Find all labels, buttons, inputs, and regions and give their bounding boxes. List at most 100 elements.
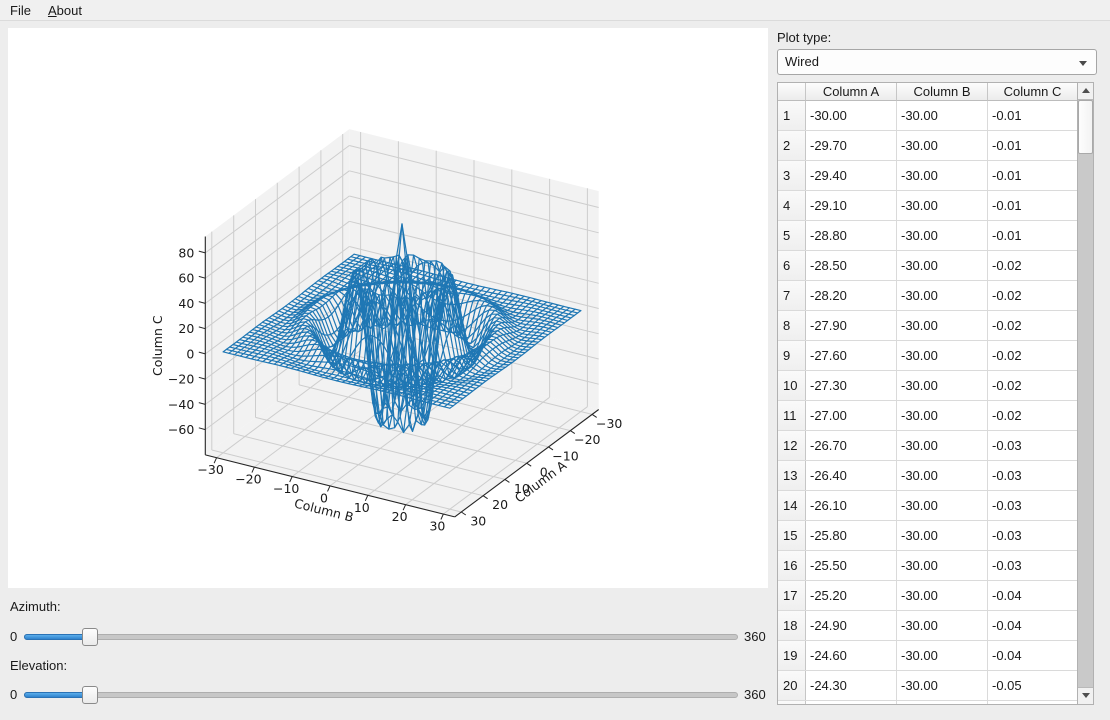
slider-groove[interactable] <box>24 692 738 698</box>
table-cell[interactable]: -30.00 <box>897 671 988 700</box>
table-cell[interactable]: -0.02 <box>992 378 1022 393</box>
scrollbar-up-button[interactable] <box>1078 83 1093 100</box>
table-cell[interactable]: -30.00 <box>897 491 988 520</box>
table-cell[interactable]: -0.01 <box>992 108 1022 123</box>
row-number-cell[interactable]: 13 <box>778 461 806 490</box>
row-number-cell[interactable]: 11 <box>778 401 806 430</box>
table-cell[interactable]: -0.01 <box>992 228 1022 243</box>
table-cell[interactable]: -0.01 <box>992 168 1022 183</box>
table-cell[interactable]: -0.05 <box>992 678 1022 693</box>
table-cell[interactable]: -30.00 <box>897 221 988 250</box>
table-cell[interactable]: -29.10 <box>806 191 897 220</box>
table-cell[interactable]: -30.00 <box>897 551 988 580</box>
table-cell[interactable]: -26.10 <box>806 491 897 520</box>
table-cell[interactable]: -28.20 <box>806 281 897 310</box>
row-number-cell[interactable]: 18 <box>778 611 806 640</box>
table-cell[interactable]: -0.03 <box>992 558 1022 573</box>
table-cell[interactable]: -0.04 <box>992 618 1022 633</box>
table-corner-cell[interactable] <box>778 83 806 101</box>
table-cell[interactable]: -29.70 <box>806 131 897 160</box>
table-cell[interactable]: -30.00 <box>897 371 988 400</box>
table-cell[interactable]: -26.40 <box>806 461 897 490</box>
table-cell[interactable]: -30.00 <box>897 191 988 220</box>
table-cell[interactable]: -30.00 <box>897 101 988 130</box>
row-number-cell[interactable]: 7 <box>778 281 806 310</box>
table-cell[interactable]: -24.30 <box>806 671 897 700</box>
row-number-cell[interactable]: 15 <box>778 521 806 550</box>
table-cell[interactable] <box>806 701 897 704</box>
slider-handle[interactable] <box>82 628 99 646</box>
table-cell[interactable]: -27.30 <box>806 371 897 400</box>
table-cell[interactable]: -0.02 <box>992 318 1022 333</box>
table-cell[interactable] <box>897 701 988 704</box>
table-cell[interactable]: -30.00 <box>897 521 988 550</box>
row-number-cell[interactable]: 12 <box>778 431 806 460</box>
table-scrollbar[interactable] <box>1077 83 1093 704</box>
plot-type-combobox[interactable]: Wired <box>777 49 1097 75</box>
elevation-slider[interactable]: 0 360 <box>0 686 775 704</box>
table-cell[interactable]: -0.03 <box>992 498 1022 513</box>
table-cell[interactable]: -0.01 <box>992 138 1022 153</box>
table-cell[interactable]: -29.40 <box>806 161 897 190</box>
row-number-cell[interactable]: 4 <box>778 191 806 220</box>
row-number-cell[interactable]: 2 <box>778 131 806 160</box>
table-cell[interactable]: -28.50 <box>806 251 897 280</box>
table-cell[interactable]: -0.04 <box>992 648 1022 663</box>
row-number-cell[interactable]: 14 <box>778 491 806 520</box>
table-cell[interactable]: -30.00 <box>897 161 988 190</box>
row-number-cell[interactable]: 3 <box>778 161 806 190</box>
slider-groove[interactable] <box>24 634 738 640</box>
row-number-cell[interactable]: 1 <box>778 101 806 130</box>
plot-canvas[interactable]: −30 −20 −10 0 10 20 30 −30 −20 −10 0 10 20 30 −60 −40 −2… <box>8 28 768 588</box>
table-cell[interactable]: -25.20 <box>806 581 897 610</box>
row-number-cell[interactable]: 16 <box>778 551 806 580</box>
table-cell[interactable]: -30.00 <box>897 581 988 610</box>
table-cell[interactable]: -30.00 <box>897 251 988 280</box>
row-number-cell[interactable]: 19 <box>778 641 806 670</box>
row-number-cell[interactable]: 8 <box>778 311 806 340</box>
table-cell[interactable]: -30.00 <box>897 281 988 310</box>
table-cell[interactable]: -27.00 <box>806 401 897 430</box>
row-number-cell[interactable]: 6 <box>778 251 806 280</box>
row-number-cell[interactable]: 10 <box>778 371 806 400</box>
table-cell[interactable]: -30.00 <box>897 611 988 640</box>
chevron-down-icon[interactable] <box>1079 61 1087 66</box>
table-cell[interactable]: -24.90 <box>806 611 897 640</box>
table-cell[interactable]: -30.00 <box>897 641 988 670</box>
table-cell[interactable]: -0.04 <box>992 588 1022 603</box>
table-cell[interactable]: -30.00 <box>897 431 988 460</box>
scrollbar-down-button[interactable] <box>1078 687 1093 704</box>
table-cell[interactable]: -0.02 <box>992 288 1022 303</box>
table-cell[interactable]: -25.50 <box>806 551 897 580</box>
table-cell[interactable]: -24.60 <box>806 641 897 670</box>
row-number-cell[interactable]: 9 <box>778 341 806 370</box>
table-cell[interactable]: -30.00 <box>897 461 988 490</box>
table-cell[interactable]: -0.03 <box>992 438 1022 453</box>
table-cell[interactable]: -30.00 <box>897 311 988 340</box>
table-cell[interactable]: -27.60 <box>806 341 897 370</box>
menu-item-file[interactable]: File <box>10 2 31 18</box>
table-cell[interactable]: -30.00 <box>897 401 988 430</box>
row-number-cell[interactable]: 20 <box>778 671 806 700</box>
header-cell-column-c[interactable]: Column C <box>988 83 1077 101</box>
row-number-cell[interactable] <box>778 701 806 704</box>
table-cell[interactable]: -0.02 <box>992 348 1022 363</box>
row-number-cell[interactable]: 5 <box>778 221 806 250</box>
header-cell-column-b[interactable]: Column B <box>897 83 988 101</box>
table-cell[interactable]: -30.00 <box>806 101 897 130</box>
scrollbar-thumb[interactable] <box>1078 100 1093 154</box>
table-cell[interactable]: -0.03 <box>992 468 1022 483</box>
table-cell[interactable]: -30.00 <box>897 341 988 370</box>
table-cell[interactable]: -27.90 <box>806 311 897 340</box>
azimuth-slider[interactable]: 0 360 <box>0 628 775 646</box>
table-cell[interactable]: -25.80 <box>806 521 897 550</box>
table-cell[interactable]: -0.02 <box>992 258 1022 273</box>
table-cell[interactable]: -0.03 <box>992 528 1022 543</box>
table-cell[interactable] <box>988 701 1077 704</box>
table-cell[interactable]: -30.00 <box>897 131 988 160</box>
table-cell[interactable]: -0.02 <box>992 408 1022 423</box>
table-cell[interactable]: -0.01 <box>992 198 1022 213</box>
table-cell[interactable]: -28.80 <box>806 221 897 250</box>
menu-item-about[interactable]: About <box>47 2 82 18</box>
table-cell[interactable]: -26.70 <box>806 431 897 460</box>
